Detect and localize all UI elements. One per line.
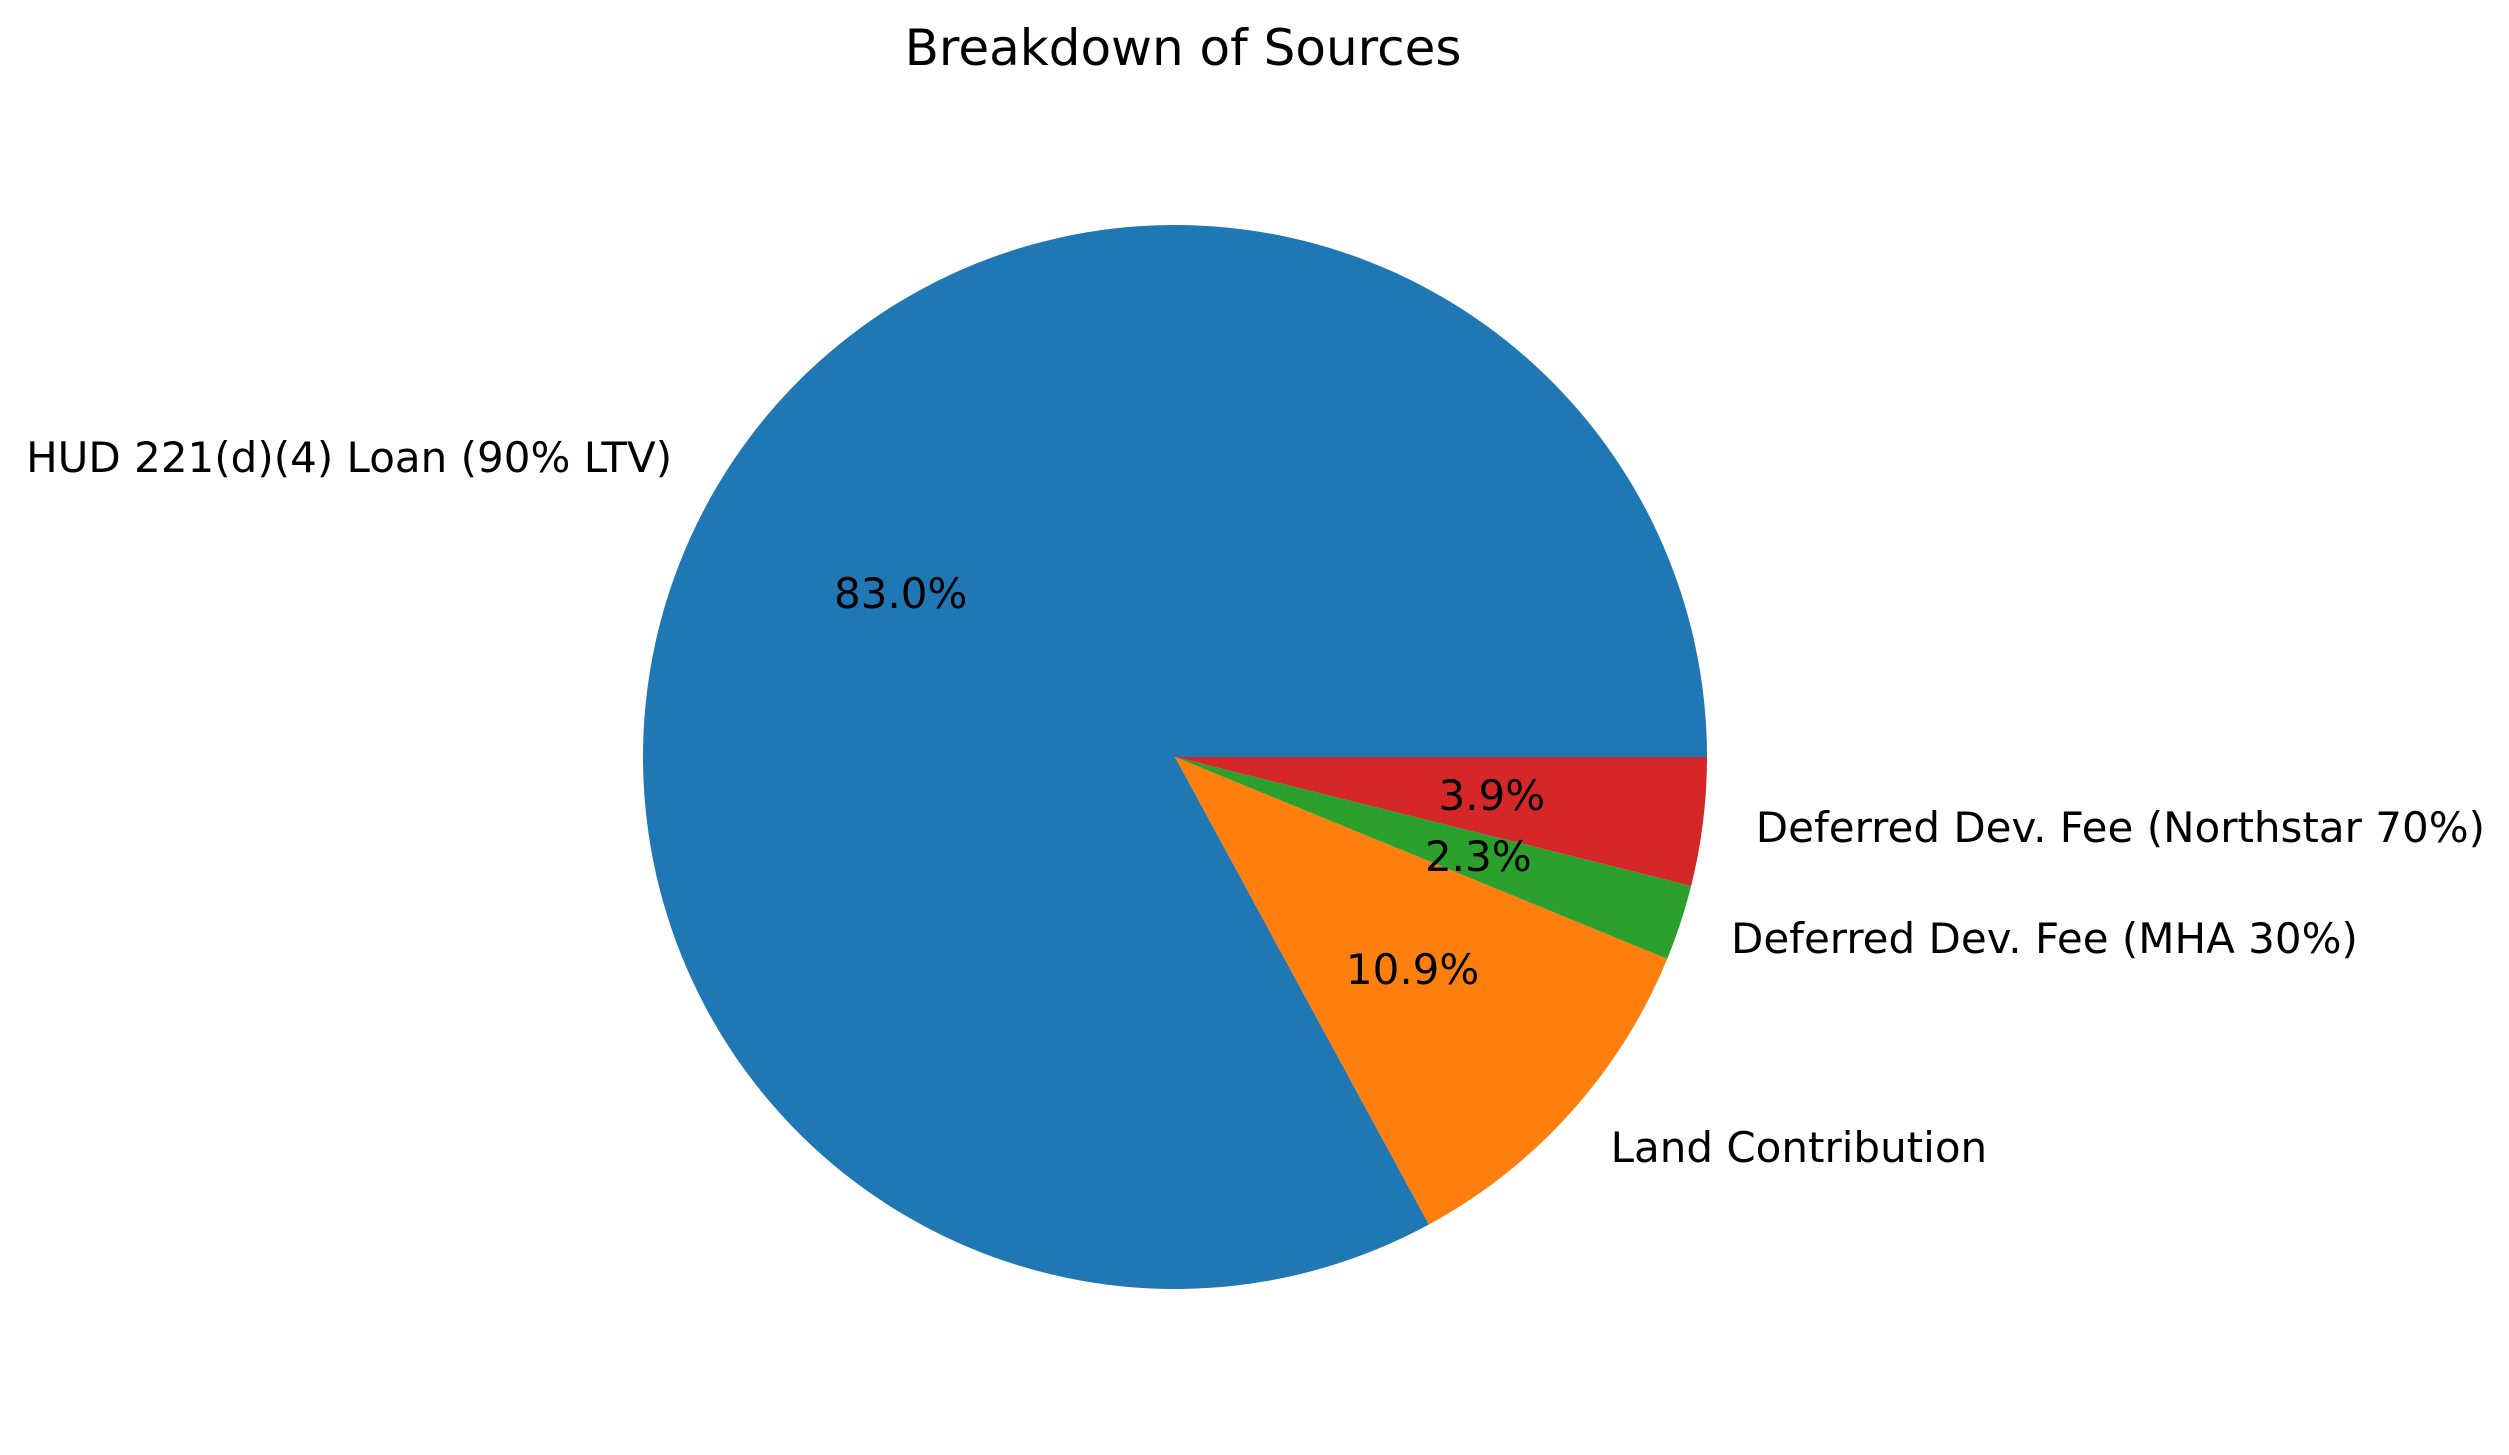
pie-slice-1: [1175, 757, 1668, 1225]
pie-slice-3: [1175, 757, 1707, 886]
pie-slice-2: [1175, 757, 1692, 959]
pie-slice-0: [643, 224, 1707, 1289]
chart-title: Breakdown of Sources: [904, 19, 1462, 77]
